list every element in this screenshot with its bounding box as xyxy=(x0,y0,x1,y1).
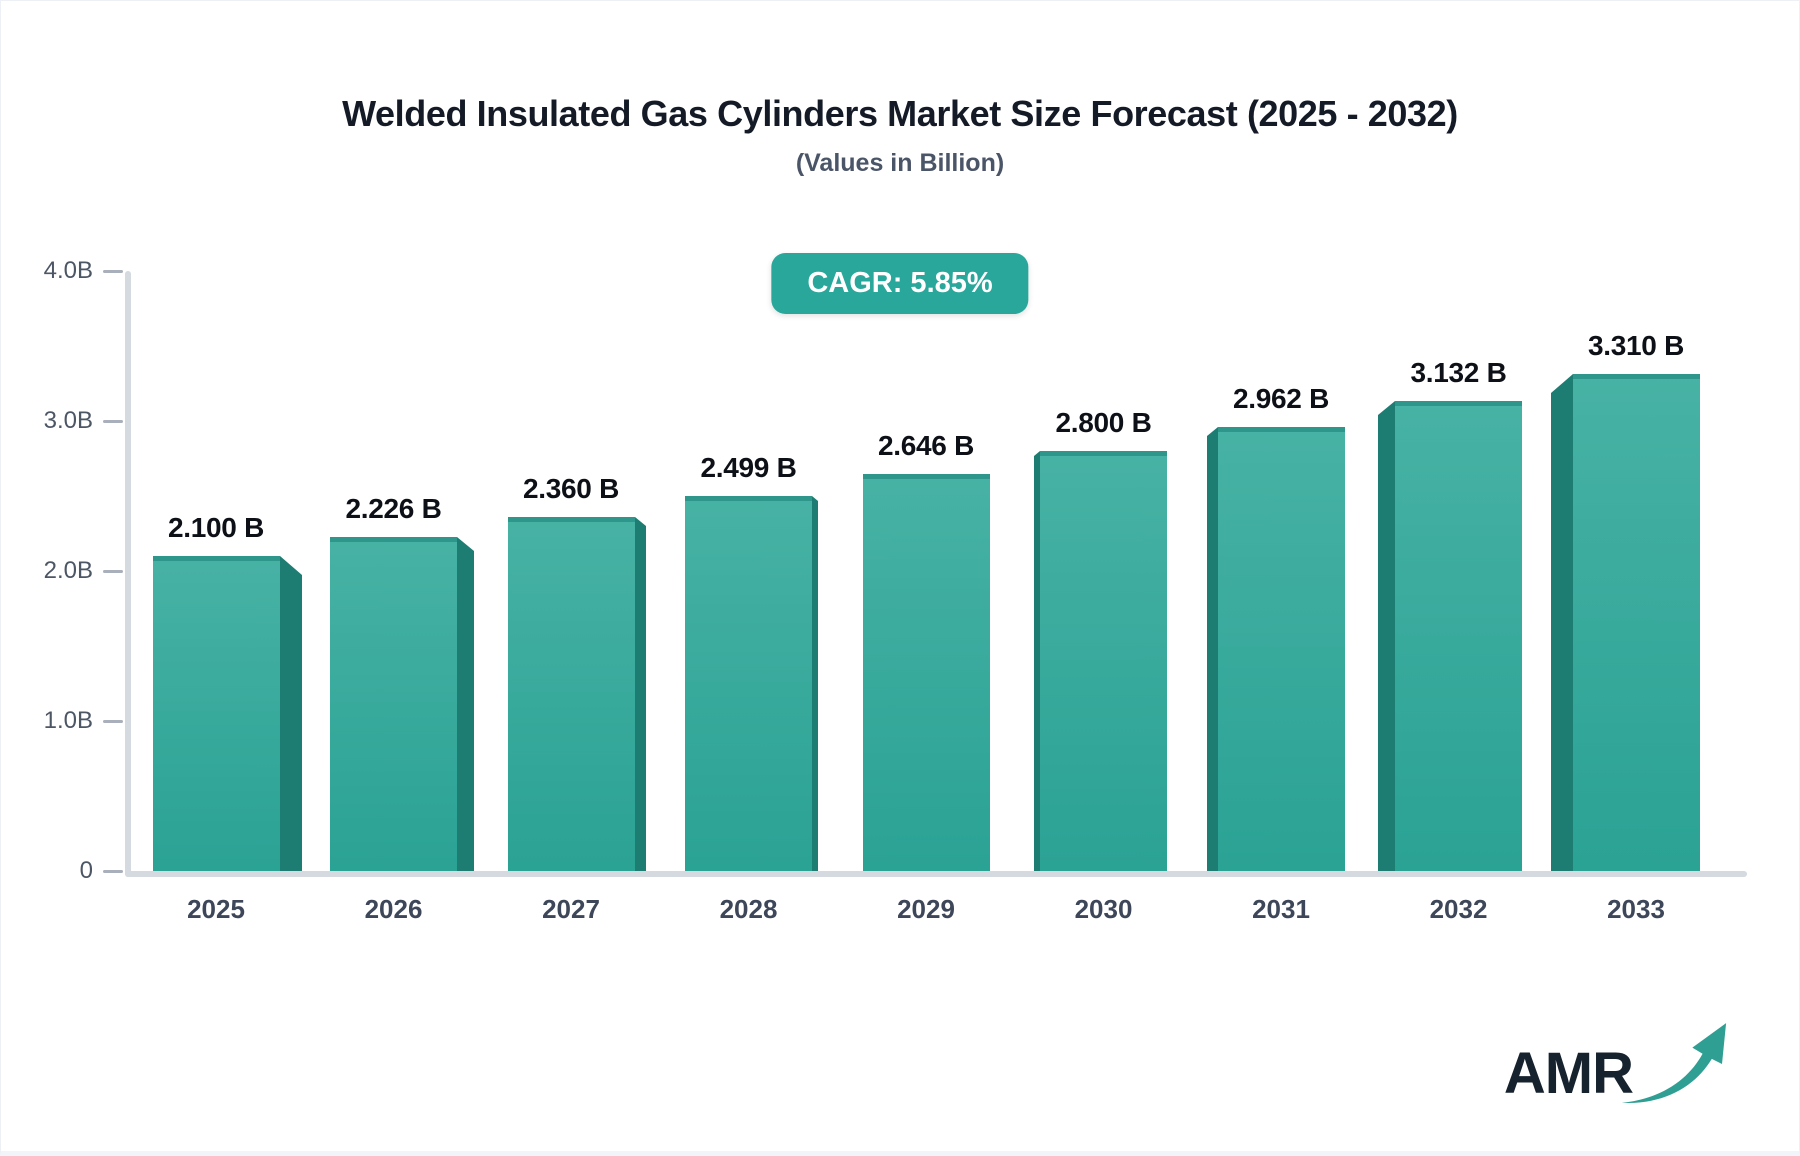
bar-3d-side xyxy=(635,517,646,871)
bar-top-edge xyxy=(153,556,280,561)
bar-value-label: 2.800 B xyxy=(1055,407,1152,438)
amr-logo-text: AMR xyxy=(1503,1041,1634,1106)
bar-top-edge xyxy=(1395,401,1522,406)
bar-value-label: 2.962 B xyxy=(1233,383,1329,414)
y-tick-label: 3.0B xyxy=(43,407,93,434)
x-axis-label: 2030 xyxy=(1074,894,1133,924)
bar-3d-side xyxy=(280,556,302,871)
trend-up-arrow-icon xyxy=(1621,1023,1727,1104)
bar xyxy=(508,517,635,871)
bar xyxy=(330,537,457,871)
y-tick-dash xyxy=(103,270,123,273)
bar-value-label: 2.499 B xyxy=(700,452,797,483)
bar-top-edge xyxy=(330,537,457,542)
x-axis-label: 2026 xyxy=(364,894,423,924)
y-tick-dash xyxy=(103,720,123,723)
y-tick-dash xyxy=(103,870,123,873)
chart-title: Welded Insulated Gas Cylinders Market Si… xyxy=(342,93,1458,134)
bar xyxy=(1040,451,1167,871)
bar xyxy=(1218,427,1345,871)
y-tick-label: 1.0B xyxy=(43,707,93,734)
x-axis-label: 2027 xyxy=(542,894,600,924)
bar-top-edge xyxy=(508,517,635,522)
x-axis-label: 2032 xyxy=(1429,894,1488,924)
bar-top-edge xyxy=(1040,451,1167,456)
x-axis-label: 2025 xyxy=(187,894,245,924)
y-tick-dash xyxy=(103,420,123,423)
bar-3d-side xyxy=(457,537,474,871)
bar xyxy=(863,474,990,871)
bar xyxy=(1395,401,1522,871)
bar-value-label: 2.360 B xyxy=(523,473,619,504)
bar-3d-side xyxy=(1378,401,1395,871)
y-tick-label: 4.0B xyxy=(43,257,93,284)
bar xyxy=(1573,374,1700,871)
y-axis-line xyxy=(125,271,131,877)
y-tick-dash xyxy=(103,570,123,573)
cagr-badge: CAGR: 5.85% xyxy=(771,253,1029,314)
chart-subtitle: (Values in Billion) xyxy=(795,149,1005,177)
x-axis-label: 2033 xyxy=(1607,894,1665,924)
bar-3d-side xyxy=(1034,451,1040,871)
bar-value-label: 3.132 B xyxy=(1410,357,1507,388)
amr-logo: AMR xyxy=(1503,1017,1735,1106)
x-axis-label: 2028 xyxy=(719,894,778,924)
bar-top-edge xyxy=(685,496,812,501)
bar xyxy=(685,496,812,871)
bar xyxy=(153,556,280,871)
bar-value-label: 2.100 B xyxy=(168,512,264,543)
bar-3d-side xyxy=(1551,374,1573,871)
x-axis-label: 2029 xyxy=(897,894,955,924)
bar-value-label: 3.310 B xyxy=(1588,330,1684,361)
x-axis-label: 2031 xyxy=(1252,894,1310,924)
y-tick-label: 0 xyxy=(79,857,93,884)
bar-value-label: 2.646 B xyxy=(878,430,974,461)
bar-value-label: 2.226 B xyxy=(345,493,442,524)
bar-3d-side xyxy=(812,496,818,871)
x-axis-line xyxy=(125,871,1747,877)
y-tick-label: 2.0B xyxy=(43,557,93,584)
bar-top-edge xyxy=(863,474,990,479)
bar-top-edge xyxy=(1218,427,1345,432)
bar-3d-side xyxy=(1207,427,1218,871)
bar-top-edge xyxy=(1573,374,1700,379)
